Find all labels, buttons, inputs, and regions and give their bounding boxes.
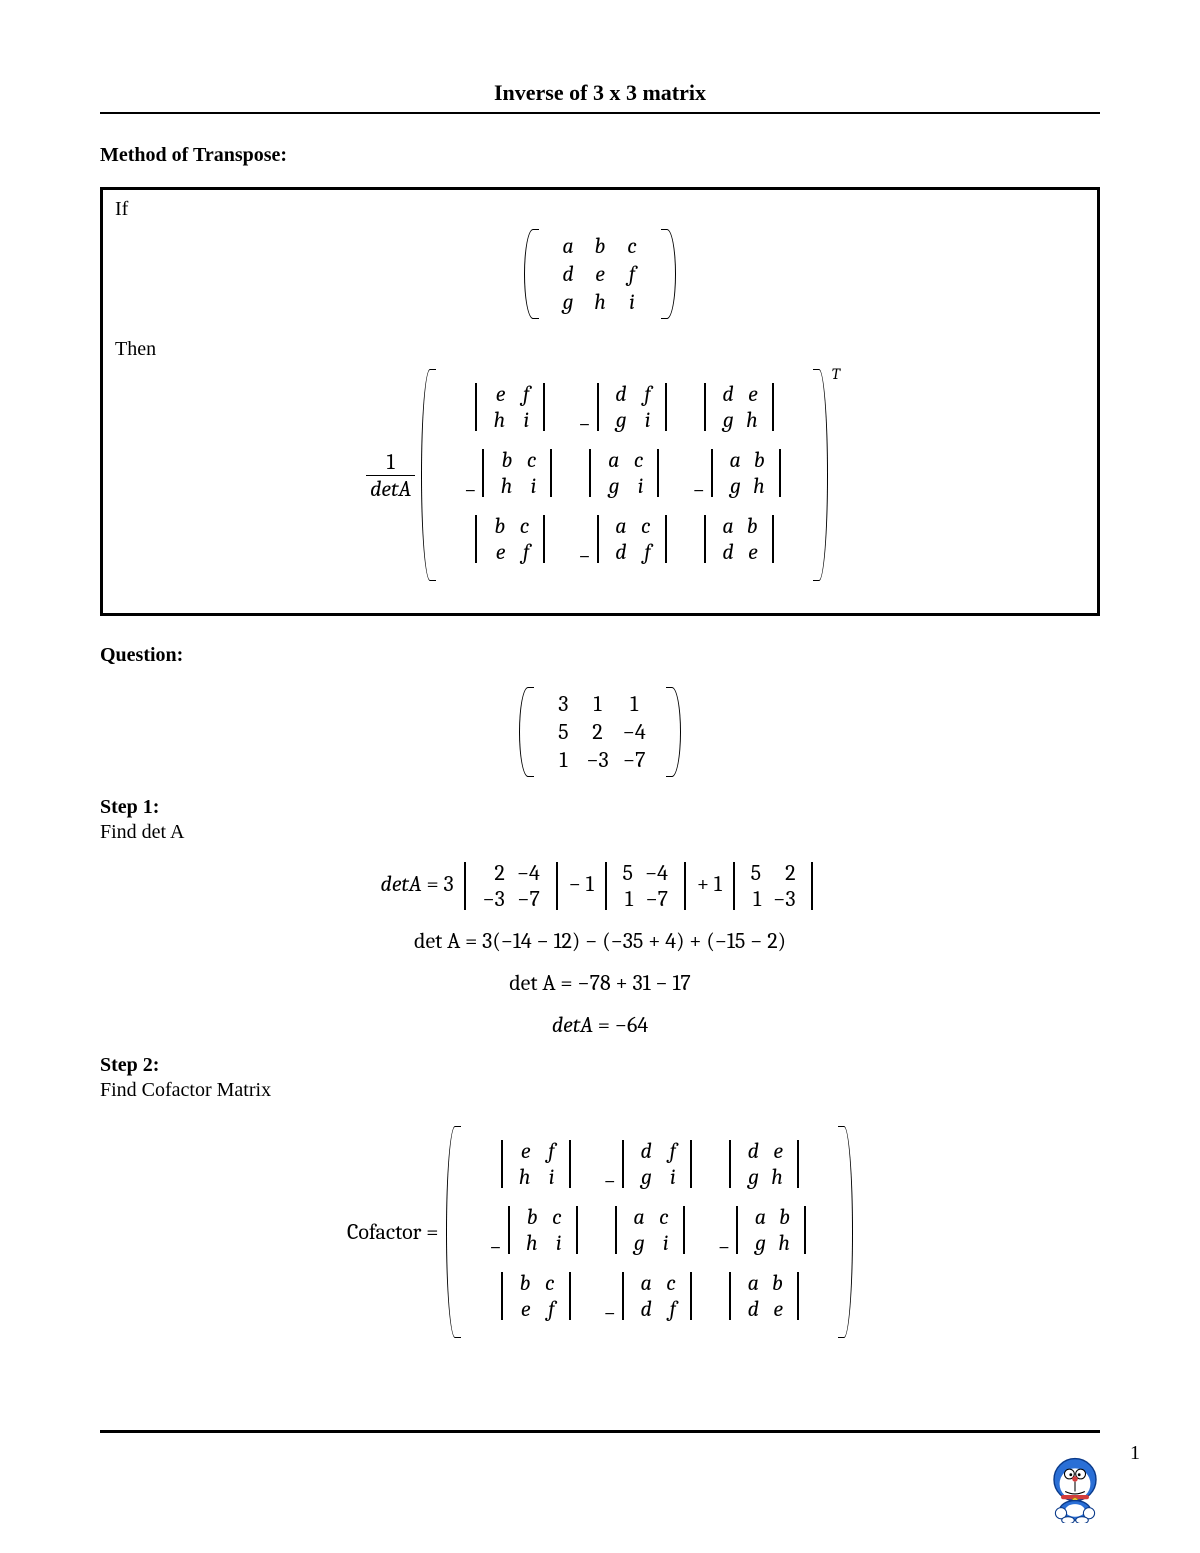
question-matrix: 31152−41−3−7 <box>540 689 659 775</box>
then-label: Then <box>115 338 1085 361</box>
det-expansion-terms: 3 2−4−3−7 − 1 5−41−7 + 1 521−3 <box>443 871 819 897</box>
page: Inverse of 3 x 3 matrix Method of Transp… <box>0 0 1200 1553</box>
symbolic-matrix: abcdefghi <box>545 231 655 317</box>
cofactor-grid-2: efhi−dfgidegh−bchiacgi−abghbcef−acdfabde <box>467 1128 832 1336</box>
if-label: If <box>115 198 1085 221</box>
formula-box: If abcdefghi Then 1 detA efhi−dfgid <box>100 187 1100 616</box>
page-number: 1 <box>1130 1442 1140 1465</box>
step1-text: Find det A <box>100 821 1100 844</box>
symbolic-matrix-block: abcdefghi <box>115 229 1085 324</box>
det-line-2: det A = 3(−14 − 12) − (−35 + 4) + (−15 −… <box>100 928 1100 954</box>
question-matrix-paren: 31152−41−3−7 <box>519 687 680 777</box>
det-line-4: detA = −64 <box>100 1012 1100 1038</box>
cofactor2-paren: efhi−dfgidegh−bchiacgi−abghbcef−acdfabde <box>446 1126 853 1338</box>
formula-block: 1 detA efhi−dfgidegh−bchiacgi−abghbcef−a… <box>115 369 1085 581</box>
cofactor-label: Cofactor = <box>347 1219 438 1245</box>
step2-text: Find Cofactor Matrix <box>100 1079 1100 1102</box>
mascot-icon <box>1040 1453 1110 1523</box>
det-line-3: det A = −78 + 31 − 17 <box>100 970 1100 996</box>
matrix-paren: abcdefghi <box>524 229 676 319</box>
det-expansion-line: detA = 3 2−4−3−7 − 1 5−41−7 + 1 521−3 <box>100 860 1100 912</box>
cofactor-block: Cofactor = efhi−dfgidegh−bchiacgi−abghbc… <box>100 1126 1100 1338</box>
step2-label: Step 2: <box>100 1054 1100 1077</box>
one-over-detA: 1 detA <box>366 449 415 502</box>
question-heading: Question: <box>100 644 1100 667</box>
cofactor-grid: efhi−dfgidegh−bchiacgi−abghbcef−acdfabde <box>442 371 807 579</box>
footer-rule <box>100 1430 1100 1433</box>
method-heading: Method of Transpose: <box>100 144 1100 167</box>
title-rule <box>100 112 1100 114</box>
question-matrix-block: 31152−41−3−7 <box>100 687 1100 782</box>
step1-label: Step 1: <box>100 796 1100 819</box>
transpose-symbol: T <box>832 365 840 383</box>
cofactor-paren: efhi−dfgidegh−bchiacgi−abghbcef−acdfabde <box>421 369 828 581</box>
page-title: Inverse of 3 x 3 matrix <box>100 80 1100 112</box>
